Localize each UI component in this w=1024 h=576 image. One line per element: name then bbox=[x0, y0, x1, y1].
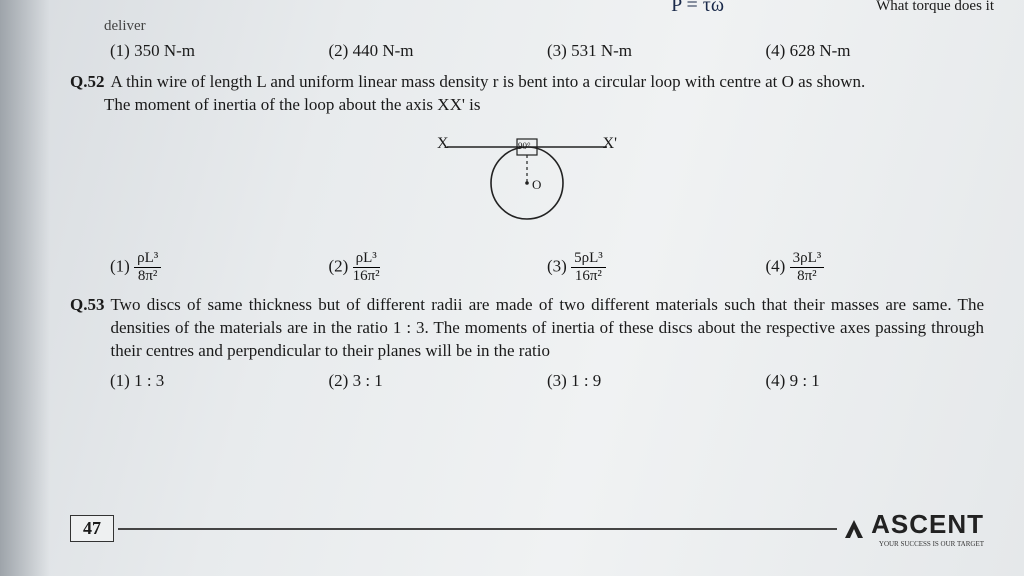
q52-opt3-num: 5ρL³ bbox=[571, 251, 606, 268]
q52-opt3-den: 16π² bbox=[571, 268, 606, 284]
q53-number: Q.53 bbox=[70, 295, 104, 315]
q53-opt2: (2) 3 : 1 bbox=[329, 371, 548, 391]
top-fragment: What torque does it bbox=[876, 0, 994, 15]
handwritten-note: P = τω bbox=[671, 0, 724, 17]
q52-opt3-label: (3) bbox=[547, 256, 567, 275]
q52-opt1-den: 8π² bbox=[134, 268, 161, 284]
q52-opt1-label: (1) bbox=[110, 256, 130, 275]
q53-options: (1) 1 : 3 (2) 3 : 1 (3) 1 : 9 (4) 9 : 1 bbox=[110, 371, 984, 391]
q52-options: (1) ρL³8π² (2) ρL³16π² (3) 5ρL³16π² (4) … bbox=[110, 251, 984, 284]
q53-opt3: (3) 1 : 9 bbox=[547, 371, 766, 391]
q51-opt3: (3) 531 N-m bbox=[547, 41, 766, 61]
brand-block: ASCENT YOUR SUCCESS IS OUR TARGET bbox=[841, 509, 984, 548]
q52-diagram: X X' 90° O bbox=[437, 125, 617, 245]
diagram-center: O bbox=[532, 177, 541, 193]
q51-opt4: (4) 628 N-m bbox=[766, 41, 985, 61]
q53-text: Two discs of same thickness but of diffe… bbox=[110, 294, 984, 363]
diagram-x-right: X' bbox=[603, 135, 617, 153]
brand-tagline: YOUR SUCCESS IS OUR TARGET bbox=[871, 540, 984, 548]
page-footer: 47 ASCENT YOUR SUCCESS IS OUR TARGET bbox=[70, 509, 984, 548]
q51-options: (1) 350 N-m (2) 440 N-m (3) 531 N-m (4) … bbox=[110, 41, 984, 61]
q53-opt1: (1) 1 : 3 bbox=[110, 371, 329, 391]
q52-opt2: (2) ρL³16π² bbox=[329, 251, 548, 284]
q52-number: Q.52 bbox=[70, 72, 104, 92]
q52: Q.52 A thin wire of length L and uniform… bbox=[70, 71, 984, 94]
q53: Q.53 Two discs of same thickness but of … bbox=[70, 294, 984, 363]
q52-text-line2: The moment of inertia of the loop about … bbox=[104, 94, 984, 117]
q51-opt1: (1) 350 N-m bbox=[110, 41, 329, 61]
q52-opt4: (4) 3ρL³8π² bbox=[766, 251, 985, 284]
q52-opt4-label: (4) bbox=[766, 256, 786, 275]
q52-opt1: (1) ρL³8π² bbox=[110, 251, 329, 284]
q52-opt3: (3) 5ρL³16π² bbox=[547, 251, 766, 284]
diagram-x-left: X bbox=[437, 135, 449, 153]
footer-rule bbox=[118, 528, 837, 530]
brand-icon bbox=[841, 516, 867, 542]
q51-fragment: deliver bbox=[104, 18, 984, 35]
q51-opt2: (2) 440 N-m bbox=[329, 41, 548, 61]
q52-opt4-den: 8π² bbox=[790, 268, 825, 284]
q52-opt2-den: 16π² bbox=[353, 268, 380, 284]
q52-opt2-label: (2) bbox=[329, 256, 349, 275]
q52-opt4-num: 3ρL³ bbox=[790, 251, 825, 268]
q53-opt4: (4) 9 : 1 bbox=[766, 371, 985, 391]
q52-opt2-num: ρL³ bbox=[353, 251, 380, 268]
brand-name: ASCENT bbox=[871, 509, 984, 539]
q52-text-line1: A thin wire of length L and uniform line… bbox=[110, 71, 865, 94]
page-number: 47 bbox=[70, 515, 114, 542]
diagram-angle: 90° bbox=[518, 141, 531, 151]
q52-opt1-num: ρL³ bbox=[134, 251, 161, 268]
